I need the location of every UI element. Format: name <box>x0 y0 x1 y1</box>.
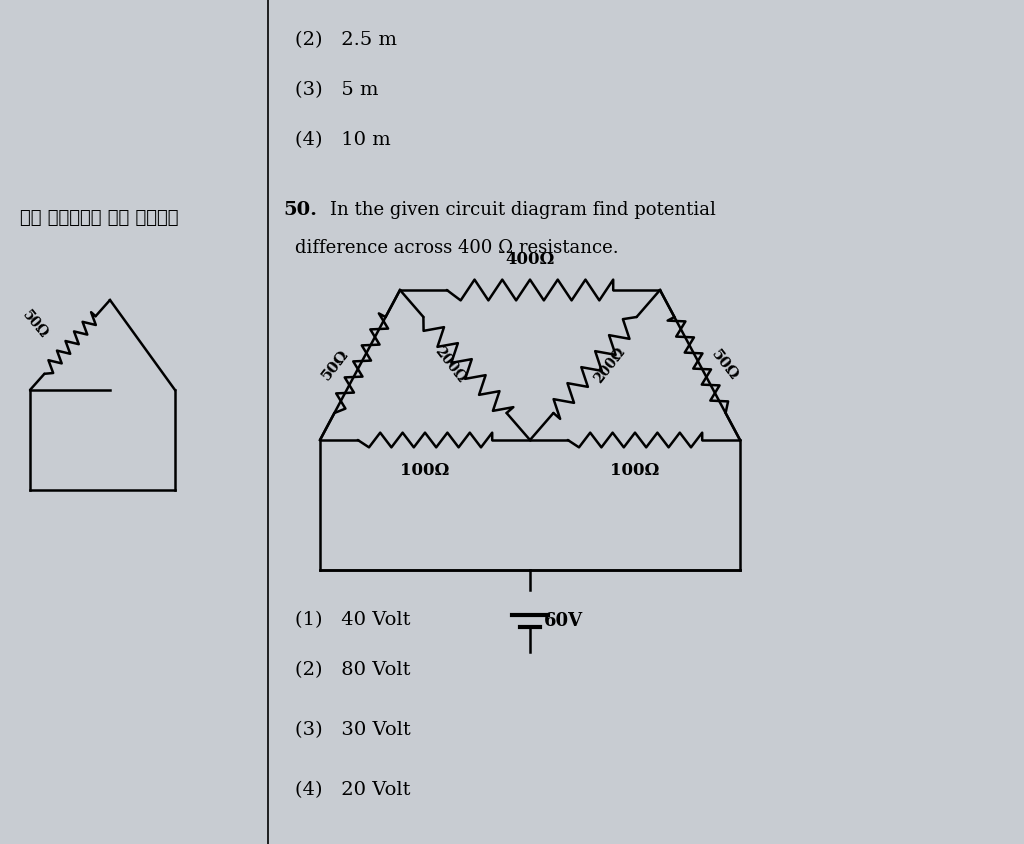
Text: (3)   5 m: (3) 5 m <box>295 81 379 99</box>
Text: difference across 400 Ω resistance.: difference across 400 Ω resistance. <box>295 239 618 257</box>
Text: 400Ω: 400Ω <box>505 252 555 268</box>
Text: 100Ω: 100Ω <box>400 462 450 479</box>
Text: 50Ω: 50Ω <box>709 347 741 383</box>
Text: 50Ω: 50Ω <box>19 308 50 342</box>
Text: 200Ω: 200Ω <box>592 344 628 386</box>
Text: (4)   20 Volt: (4) 20 Volt <box>295 781 411 799</box>
Text: (1)   40 Volt: (1) 40 Volt <box>295 611 411 629</box>
Text: (3)   30 Volt: (3) 30 Volt <box>295 721 411 739</box>
Text: In the given circuit diagram find potential: In the given circuit diagram find potent… <box>330 201 716 219</box>
Text: 200Ω: 200Ω <box>432 344 468 386</box>
Text: 50Ω: 50Ω <box>318 347 351 383</box>
Text: (2)   80 Volt: (2) 80 Volt <box>295 661 411 679</box>
Text: के सिरों के मध्य: के सिरों के मध्य <box>20 209 178 227</box>
Text: 50.: 50. <box>283 201 317 219</box>
Text: 100Ω: 100Ω <box>610 462 659 479</box>
Text: (2)   2.5 m: (2) 2.5 m <box>295 31 397 49</box>
Text: (4)   10 m: (4) 10 m <box>295 131 391 149</box>
Text: 60V: 60V <box>544 612 583 630</box>
